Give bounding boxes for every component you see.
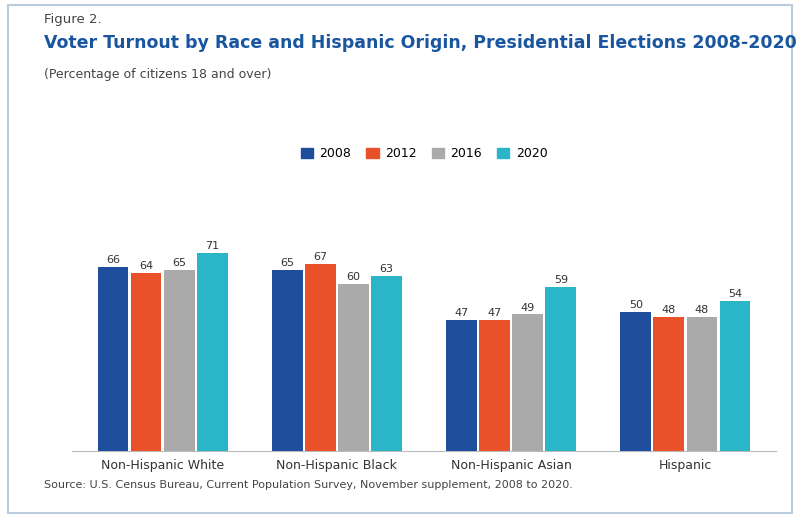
- Text: 47: 47: [454, 308, 469, 318]
- Bar: [620, 312, 651, 451]
- Text: 67: 67: [314, 252, 327, 263]
- Text: 65: 65: [172, 258, 186, 268]
- Bar: [305, 264, 336, 451]
- Legend: 2008, 2012, 2016, 2020: 2008, 2012, 2016, 2020: [295, 142, 553, 165]
- Bar: [686, 317, 718, 451]
- Text: 60: 60: [346, 272, 361, 282]
- Text: 59: 59: [554, 275, 568, 285]
- Bar: [272, 270, 302, 451]
- Text: 48: 48: [662, 305, 676, 315]
- Bar: [479, 320, 510, 451]
- Bar: [164, 270, 194, 451]
- Text: 54: 54: [728, 289, 742, 298]
- Bar: [512, 314, 543, 451]
- Text: 64: 64: [139, 261, 153, 271]
- Text: 63: 63: [379, 264, 394, 274]
- Bar: [98, 267, 128, 451]
- Bar: [371, 276, 402, 451]
- Bar: [654, 317, 684, 451]
- Bar: [130, 273, 162, 451]
- Bar: [720, 300, 750, 451]
- Text: (Percentage of citizens 18 and over): (Percentage of citizens 18 and over): [44, 68, 271, 81]
- Text: 71: 71: [206, 241, 219, 251]
- Text: 50: 50: [629, 300, 642, 310]
- Text: 47: 47: [487, 308, 502, 318]
- Text: 65: 65: [280, 258, 294, 268]
- Text: 66: 66: [106, 255, 120, 265]
- Bar: [197, 253, 228, 451]
- Bar: [338, 284, 369, 451]
- Text: Figure 2.: Figure 2.: [44, 13, 102, 26]
- Text: Source: U.S. Census Bureau, Current Population Survey, November supplement, 2008: Source: U.S. Census Bureau, Current Popu…: [44, 480, 573, 490]
- Text: 49: 49: [521, 303, 535, 312]
- Text: Voter Turnout by Race and Hispanic Origin, Presidential Elections 2008-2020: Voter Turnout by Race and Hispanic Origi…: [44, 34, 797, 52]
- Bar: [446, 320, 477, 451]
- Bar: [546, 286, 576, 451]
- Text: 48: 48: [695, 305, 709, 315]
